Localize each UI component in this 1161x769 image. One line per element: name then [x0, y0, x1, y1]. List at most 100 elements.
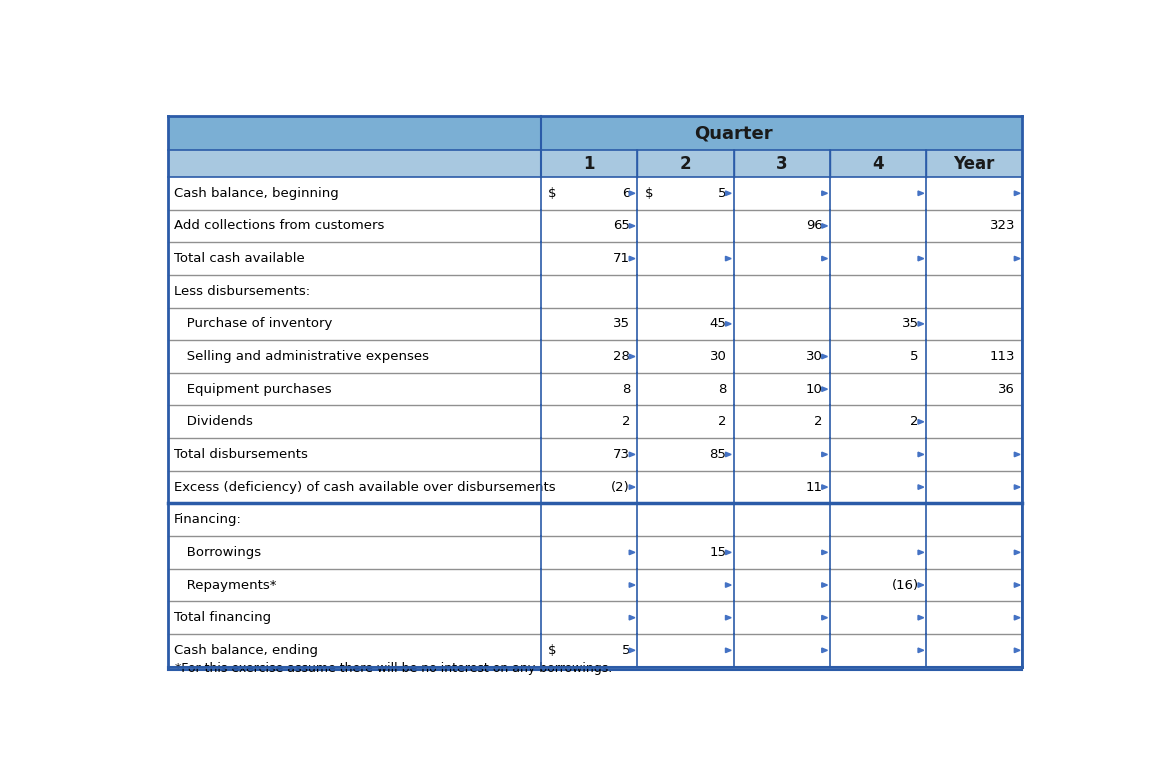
- Text: Borrowings: Borrowings: [174, 546, 261, 559]
- Text: 113: 113: [989, 350, 1015, 363]
- Polygon shape: [1015, 648, 1021, 653]
- Text: Cash balance, ending: Cash balance, ending: [174, 644, 318, 657]
- Text: 73: 73: [613, 448, 630, 461]
- Polygon shape: [629, 191, 635, 195]
- Polygon shape: [822, 256, 828, 261]
- Text: 35: 35: [613, 318, 630, 331]
- Polygon shape: [1015, 615, 1021, 620]
- Text: Quarter: Quarter: [694, 124, 773, 142]
- Bar: [167, 634, 1023, 667]
- Text: 8: 8: [717, 383, 727, 396]
- Text: 2: 2: [910, 415, 920, 428]
- Text: Total financing: Total financing: [174, 611, 271, 624]
- Polygon shape: [822, 550, 828, 554]
- Polygon shape: [1015, 452, 1021, 457]
- Text: Repayments*: Repayments*: [174, 578, 276, 591]
- Text: 85: 85: [709, 448, 727, 461]
- Text: 5: 5: [717, 187, 727, 200]
- Text: *For this exercise assume there will be no interest on any borrowings.: *For this exercise assume there will be …: [175, 661, 612, 674]
- Bar: [167, 308, 1023, 340]
- Bar: [167, 242, 1023, 275]
- Text: Equipment purchases: Equipment purchases: [174, 383, 332, 396]
- Bar: [167, 116, 1023, 150]
- Polygon shape: [822, 452, 828, 457]
- Polygon shape: [726, 648, 731, 653]
- Polygon shape: [629, 550, 635, 554]
- Text: Selling and administrative expenses: Selling and administrative expenses: [174, 350, 428, 363]
- Polygon shape: [822, 224, 828, 228]
- Text: 5: 5: [621, 644, 630, 657]
- Polygon shape: [1015, 256, 1021, 261]
- Text: Add collections from customers: Add collections from customers: [174, 219, 384, 232]
- Polygon shape: [918, 615, 924, 620]
- Bar: [167, 340, 1023, 373]
- Text: Total disbursements: Total disbursements: [174, 448, 308, 461]
- Text: $: $: [548, 644, 557, 657]
- Polygon shape: [726, 550, 731, 554]
- Polygon shape: [629, 615, 635, 620]
- Polygon shape: [629, 355, 635, 359]
- Bar: [167, 275, 1023, 308]
- Text: Financing:: Financing:: [174, 513, 241, 526]
- Polygon shape: [918, 484, 924, 489]
- Text: 28: 28: [613, 350, 630, 363]
- Polygon shape: [1015, 583, 1021, 588]
- Polygon shape: [1015, 484, 1021, 489]
- Polygon shape: [726, 191, 731, 195]
- Polygon shape: [629, 484, 635, 489]
- Polygon shape: [726, 583, 731, 588]
- Polygon shape: [918, 191, 924, 195]
- Polygon shape: [822, 583, 828, 588]
- Text: 6: 6: [622, 187, 630, 200]
- Text: 30: 30: [709, 350, 727, 363]
- Bar: [167, 667, 1023, 670]
- Polygon shape: [726, 615, 731, 620]
- Polygon shape: [822, 615, 828, 620]
- Polygon shape: [918, 452, 924, 457]
- Bar: [167, 177, 1023, 210]
- Text: Excess (deficiency) of cash available over disbursements: Excess (deficiency) of cash available ov…: [174, 481, 556, 494]
- Bar: [167, 405, 1023, 438]
- Polygon shape: [726, 452, 731, 457]
- Text: 5: 5: [910, 350, 920, 363]
- Polygon shape: [822, 191, 828, 195]
- Polygon shape: [918, 256, 924, 261]
- Text: Year: Year: [953, 155, 995, 172]
- Polygon shape: [1015, 550, 1021, 554]
- Bar: [167, 536, 1023, 569]
- Text: 45: 45: [709, 318, 727, 331]
- Polygon shape: [918, 321, 924, 326]
- Polygon shape: [726, 321, 731, 326]
- Text: (16): (16): [892, 578, 920, 591]
- Bar: [167, 471, 1023, 504]
- Text: Less disbursements:: Less disbursements:: [174, 285, 310, 298]
- Bar: [167, 504, 1023, 536]
- Text: 36: 36: [998, 383, 1015, 396]
- Text: 2: 2: [679, 155, 691, 172]
- Text: 65: 65: [613, 219, 630, 232]
- Text: 8: 8: [622, 383, 630, 396]
- Text: 2: 2: [814, 415, 823, 428]
- Polygon shape: [822, 387, 828, 391]
- Text: 11: 11: [806, 481, 823, 494]
- Text: Purchase of inventory: Purchase of inventory: [174, 318, 332, 331]
- Text: 71: 71: [613, 252, 630, 265]
- Polygon shape: [629, 224, 635, 228]
- Text: 15: 15: [709, 546, 727, 559]
- Bar: [167, 150, 1023, 177]
- Polygon shape: [822, 355, 828, 359]
- Text: 35: 35: [902, 318, 920, 331]
- Text: Cash balance, beginning: Cash balance, beginning: [174, 187, 339, 200]
- Text: (2): (2): [612, 481, 630, 494]
- Text: 30: 30: [806, 350, 823, 363]
- Polygon shape: [918, 550, 924, 554]
- Polygon shape: [822, 484, 828, 489]
- Text: Total cash available: Total cash available: [174, 252, 304, 265]
- Text: 2: 2: [621, 415, 630, 428]
- Text: 323: 323: [989, 219, 1015, 232]
- Polygon shape: [726, 256, 731, 261]
- Text: 4: 4: [872, 155, 884, 172]
- Bar: [167, 601, 1023, 634]
- Bar: [167, 438, 1023, 471]
- Polygon shape: [918, 420, 924, 424]
